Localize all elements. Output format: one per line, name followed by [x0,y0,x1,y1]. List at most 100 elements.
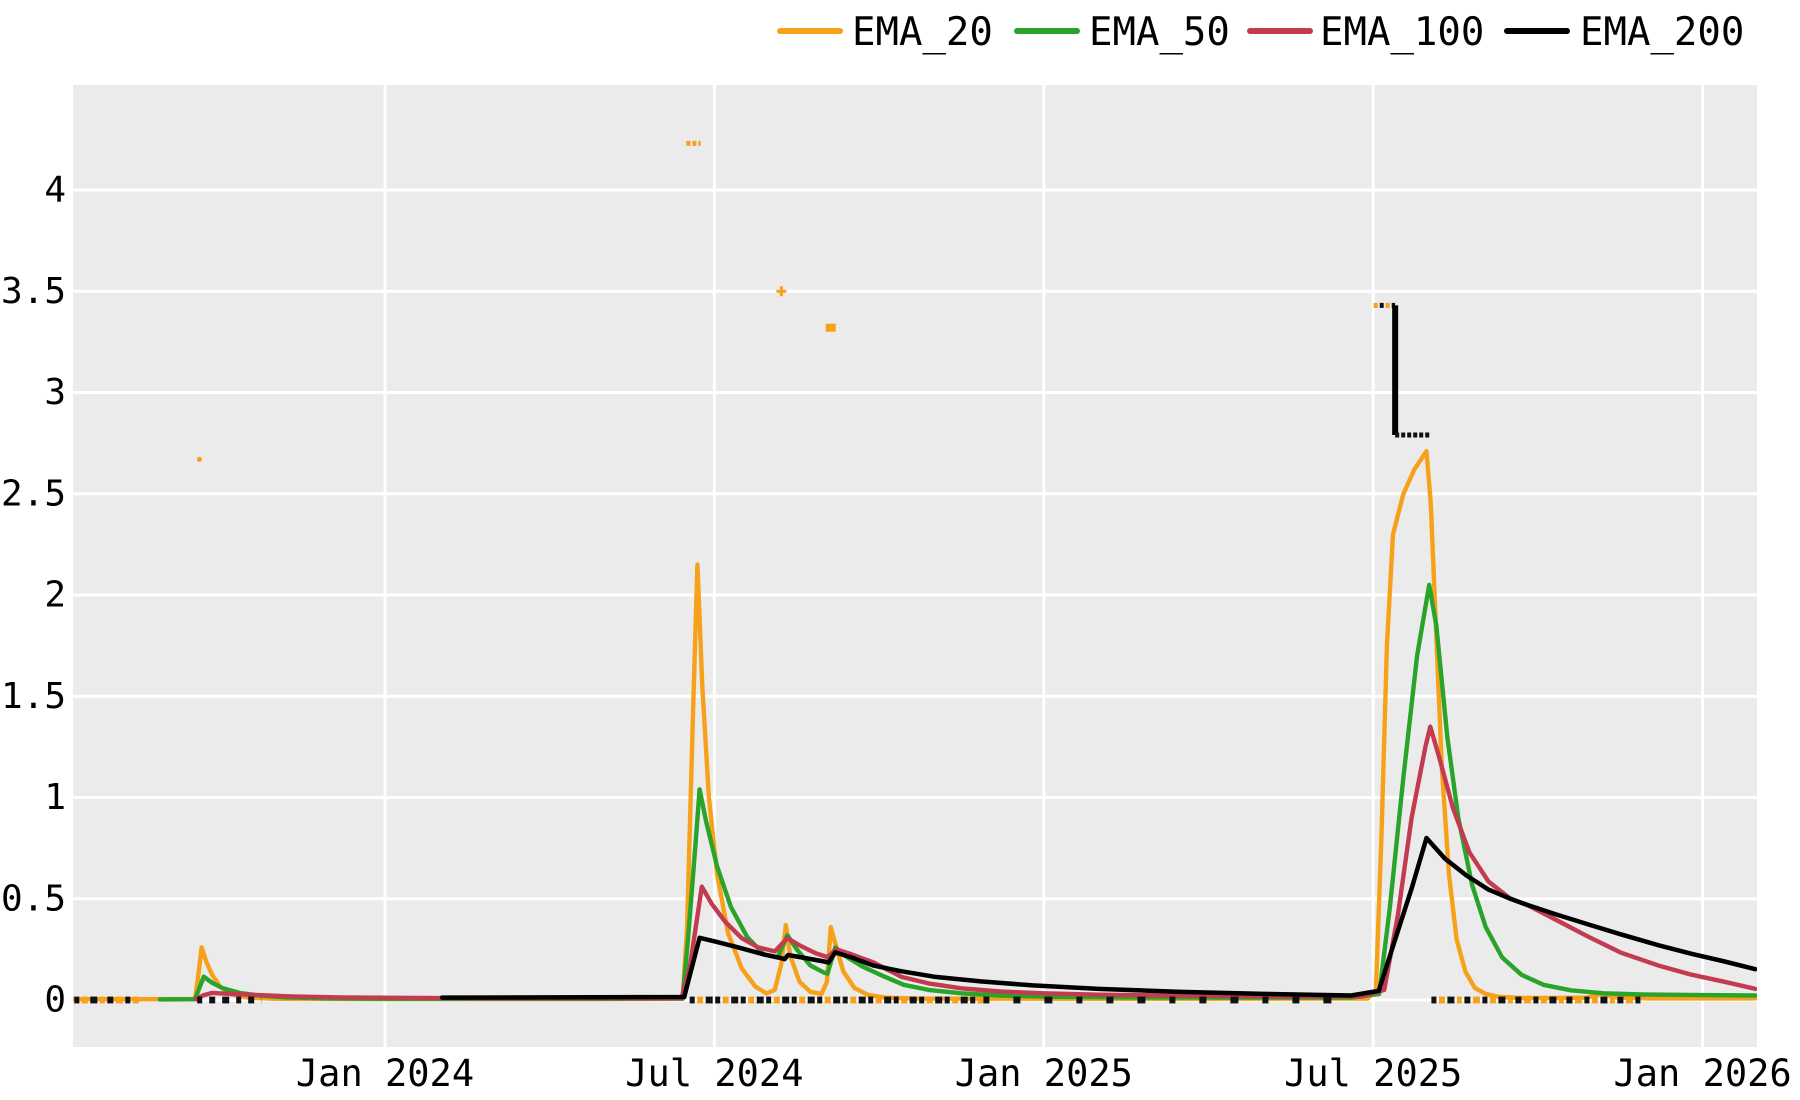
rug-dash [842,996,848,1004]
rug-dash [944,996,950,1004]
rug-dash [1549,996,1557,1004]
artifact-dash [1401,432,1406,438]
rug-dash [1292,996,1300,1004]
rug-dash [1609,996,1615,1004]
artifact-dash [1407,432,1412,438]
rug-dash [715,996,721,1004]
rug-dash [689,996,695,1004]
rug-dash [1106,996,1114,1004]
line-ema_200 [439,835,1757,1000]
rug-dash [1540,996,1547,1004]
artifact-dash [686,140,691,146]
legend-label-ema50: EMA_50 [1089,10,1230,55]
rug-dash [884,996,892,1004]
artifact-dash [692,140,697,146]
y-tick-label: 3.5 [1,271,66,312]
rug-dash [766,996,772,1004]
artifact-dash [1419,432,1424,438]
y-tick-label: 2 [44,575,66,616]
artifact-dash [1391,302,1396,308]
rug-dash [833,996,841,1004]
rug-dash [197,996,203,1004]
x-axis-tick-labels: Jan 2024 Jul 2024 Jan 2025 Jul 2025 Jan 2026 [296,1052,1792,1095]
rug-dash [1013,996,1021,1004]
x-tick-label: Jul 2025 [1284,1052,1462,1095]
rug-dash [1591,996,1598,1004]
rug-dash [791,996,797,1004]
rug-dash [858,996,866,1004]
rug-dash [970,996,976,1004]
rug-dash [868,996,874,1004]
y-axis-tick-labels: 0 0.5 1 1.5 2 2.5 3 3.5 4 [1,170,66,1021]
rug-dash [1431,996,1437,1004]
y-tick-label: 1 [44,777,66,818]
rug-dash [722,996,729,1004]
artifact-dash [1373,302,1378,308]
rug-dash [1438,996,1445,1004]
rug-dash [919,996,925,1004]
rug-dash [1230,996,1239,1004]
rug-dash [1137,996,1146,1004]
rug-dash [756,996,764,1004]
rug-dash [1472,996,1480,1004]
rug-dash [748,996,755,1004]
rug-dash [81,996,88,1004]
rug-dash [74,996,80,1004]
rug-dash [209,996,216,1004]
rug-dash [1600,996,1608,1004]
rug-dash [1533,996,1539,1004]
artifact-dash [1385,302,1390,308]
rug-dash [952,996,959,1004]
artifact-dash [698,140,701,146]
rug-dash [1447,996,1455,1004]
legend-label-ema100: EMA_100 [1320,10,1484,55]
rug-dash [850,996,857,1004]
rug-dash [1199,996,1207,1004]
rug-dash [1566,996,1573,1004]
rug-dash [1574,996,1582,1004]
rug-dash [107,996,114,1004]
rug-dash [132,996,139,1004]
rug-dash [875,996,882,1004]
y-tick-label: 2.5 [1,473,66,514]
rug-dash [817,996,823,1004]
rug-dash [1262,996,1269,1004]
plot-background [73,85,1757,1047]
y-tick-label: 1.5 [1,676,66,717]
artifact-dash [1413,432,1418,438]
rug-dash [935,996,943,1004]
rug-dash [222,996,230,1004]
rug-dash [799,996,806,1004]
rug-dash [115,996,123,1004]
rug-dash [1617,996,1624,1004]
rug-dash [960,996,968,1004]
x-tick-label: Jan 2026 [1613,1052,1791,1095]
rug-dash [977,996,984,1004]
rug-dash [1456,996,1462,1004]
rug-dash [705,996,713,1004]
rug-dash [983,996,990,1004]
rug-dash [1044,996,1053,1004]
rug-dash [1498,996,1506,1004]
rug-dash [773,996,780,1004]
artifact-dash [1379,302,1384,308]
rug-dash [782,996,790,1004]
chart-legend: EMA_20 EMA_50 EMA_100 EMA_200 [777,10,1744,55]
artifact-square [825,323,836,332]
legend-label-ema200: EMA_200 [1580,10,1744,55]
rug-dash [1507,996,1513,1004]
rug-dash [1323,996,1332,1004]
artifact-dash [1395,432,1400,438]
rug-dash [1515,996,1522,1004]
rug-dash [1464,996,1471,1004]
y-tick-label: 0 [44,980,66,1021]
rug-dash [1558,996,1564,1004]
x-tick-label: Jan 2024 [296,1052,474,1095]
rug-dash [1625,996,1633,1004]
rug-dash [1584,996,1590,1004]
rug-dash [1635,996,1641,1004]
rug-dash [740,996,746,1004]
rug-dash [125,996,131,1004]
rug-dash [824,996,831,1004]
